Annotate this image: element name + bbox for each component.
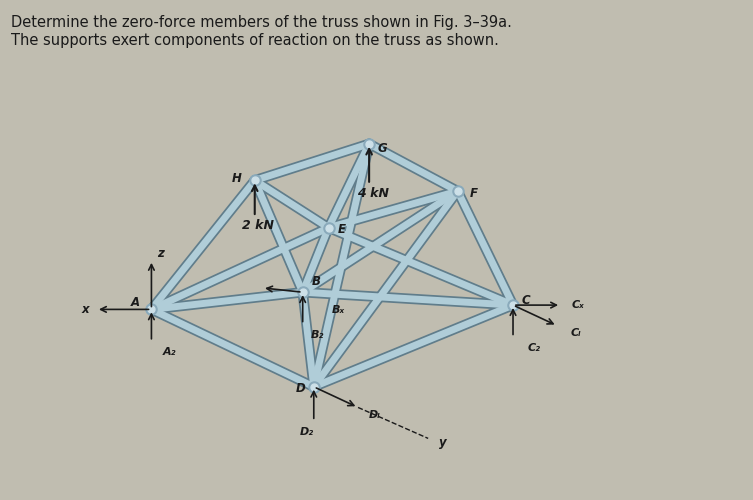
Text: A₂: A₂ [163,348,177,358]
Text: C: C [522,294,531,308]
Text: The supports exert components of reaction on the truss as shown.: The supports exert components of reactio… [11,32,499,48]
Text: B: B [312,275,321,288]
Text: E: E [338,224,346,236]
Text: z: z [157,247,163,260]
Text: y: y [439,436,447,449]
Text: C₂: C₂ [527,343,540,353]
Text: G: G [377,142,387,154]
Text: 4 kN: 4 kN [357,187,389,200]
Text: H: H [231,172,241,184]
Text: Cₗ: Cₗ [571,328,581,338]
Text: D₂: D₂ [300,427,313,437]
Text: Cₓ: Cₓ [572,300,584,310]
Text: A: A [130,296,140,310]
Text: Bₓ: Bₓ [331,306,345,316]
Text: B₂: B₂ [311,330,324,340]
Text: x: x [81,303,89,316]
Text: Dₗ: Dₗ [368,410,380,420]
Text: Determine the zero-force members of the truss shown in Fig. 3–39a.: Determine the zero-force members of the … [11,15,512,30]
Text: D: D [296,382,306,396]
Text: F: F [470,187,478,200]
Text: 2 kN: 2 kN [242,219,274,232]
